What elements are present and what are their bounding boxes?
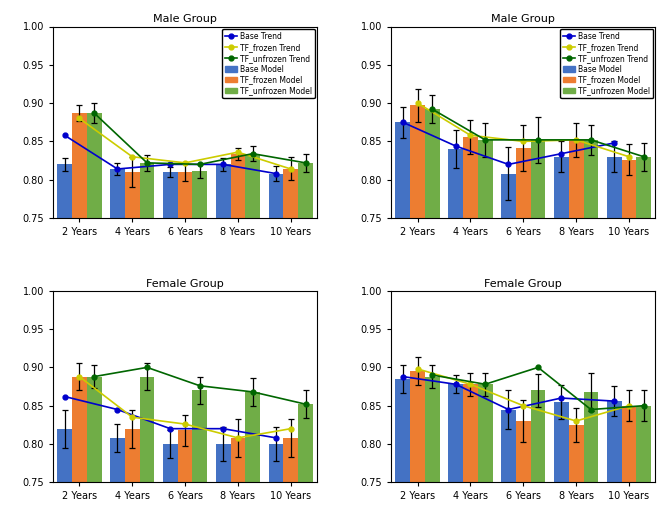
Bar [283, 438, 298, 530]
Bar [395, 379, 410, 530]
Bar [110, 438, 125, 530]
Bar [246, 392, 260, 530]
Bar [87, 377, 101, 530]
Bar [269, 174, 283, 530]
Bar [193, 171, 207, 530]
Bar [72, 377, 87, 530]
Bar [516, 421, 531, 530]
Bar [463, 137, 478, 530]
Bar [216, 164, 230, 530]
Title: Male Group: Male Group [491, 14, 555, 24]
Bar [607, 401, 622, 530]
Bar [193, 391, 207, 530]
Bar [163, 444, 177, 530]
Bar [425, 109, 440, 530]
Bar [410, 105, 425, 530]
Legend: Base Trend, TF_frozen Trend, TF_unfrozen Trend, Base Model, TF_frozen Model, TF_: Base Trend, TF_frozen Trend, TF_unfrozen… [222, 29, 315, 99]
Bar [395, 122, 410, 530]
Bar [622, 405, 636, 530]
Bar [501, 174, 516, 530]
Bar [140, 377, 154, 530]
Bar [110, 169, 125, 530]
Bar [463, 384, 478, 530]
Bar [163, 172, 177, 530]
Bar [448, 384, 463, 530]
Bar [478, 384, 493, 530]
Title: Female Group: Female Group [146, 279, 224, 289]
Bar [216, 444, 230, 530]
Bar [516, 147, 531, 530]
Bar [607, 157, 622, 530]
Bar [478, 140, 493, 530]
Bar [569, 140, 583, 530]
Bar [140, 163, 154, 530]
Title: Female Group: Female Group [485, 279, 562, 289]
Bar [246, 154, 260, 530]
Bar [569, 425, 583, 530]
Bar [554, 157, 569, 530]
Bar [636, 157, 651, 530]
Bar [125, 172, 140, 530]
Bar [177, 430, 193, 530]
Bar [57, 164, 72, 530]
Bar [501, 410, 516, 530]
Bar [269, 444, 283, 530]
Bar [531, 391, 545, 530]
Bar [57, 429, 72, 530]
Bar [72, 113, 87, 530]
Bar [177, 172, 193, 530]
Bar [583, 140, 598, 530]
Legend: Base Trend, TF_frozen Trend, TF_unfrozen Trend, Base Model, TF_frozen Model, TF_: Base Trend, TF_frozen Trend, TF_unfrozen… [560, 29, 653, 99]
Bar [425, 377, 440, 530]
Bar [230, 438, 246, 530]
Bar [298, 163, 313, 530]
Bar [636, 405, 651, 530]
Bar [448, 149, 463, 530]
Bar [87, 113, 101, 530]
Bar [283, 169, 298, 530]
Bar [298, 404, 313, 530]
Bar [531, 140, 545, 530]
Bar [230, 154, 246, 530]
Bar [125, 429, 140, 530]
Title: Male Group: Male Group [153, 14, 217, 24]
Bar [410, 371, 425, 530]
Bar [583, 392, 598, 530]
Bar [622, 160, 636, 530]
Bar [554, 402, 569, 530]
